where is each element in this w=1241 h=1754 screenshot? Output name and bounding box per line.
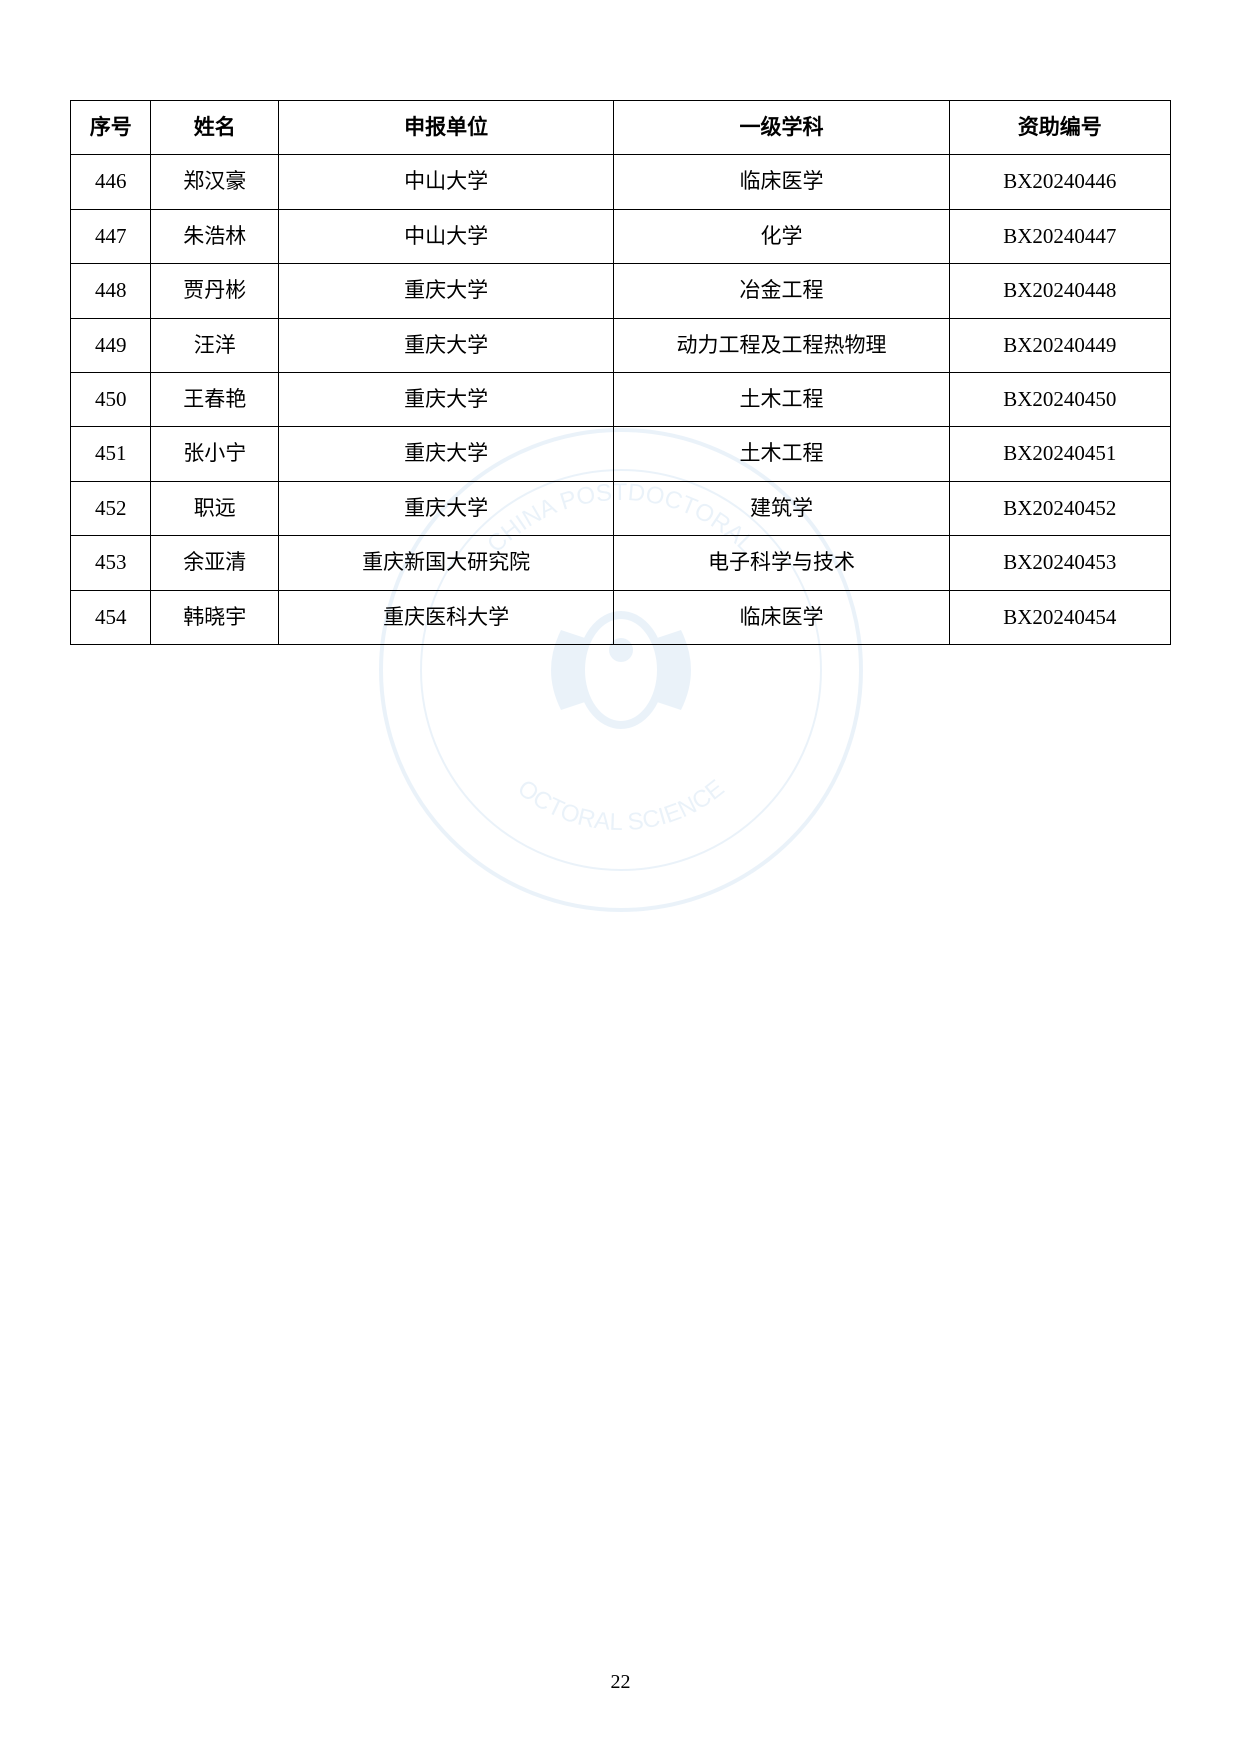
cell-discipline: 土木工程: [614, 427, 949, 481]
header-funding-id: 资助编号: [949, 101, 1170, 155]
cell-seq: 448: [71, 264, 151, 318]
cell-unit: 重庆大学: [278, 318, 613, 372]
cell-unit: 重庆大学: [278, 372, 613, 426]
cell-discipline: 建筑学: [614, 481, 949, 535]
cell-funding-id: BX20240446: [949, 155, 1170, 209]
table-row: 447 朱浩林 中山大学 化学 BX20240447: [71, 209, 1171, 263]
table-row: 454 韩晓宇 重庆医科大学 临床医学 BX20240454: [71, 590, 1171, 644]
cell-name: 朱浩林: [151, 209, 278, 263]
svg-text:OCTORAL SCIENCE: OCTORAL SCIENCE: [512, 775, 729, 837]
cell-funding-id: BX20240450: [949, 372, 1170, 426]
table-header-row: 序号 姓名 申报单位 一级学科 资助编号: [71, 101, 1171, 155]
page-container: CHINA POSTDOCTORAL OCTORAL SCIENCE 序号: [0, 0, 1241, 1754]
cell-funding-id: BX20240447: [949, 209, 1170, 263]
table-row: 451 张小宁 重庆大学 土木工程 BX20240451: [71, 427, 1171, 481]
cell-name: 余亚清: [151, 536, 278, 590]
cell-discipline: 化学: [614, 209, 949, 263]
cell-funding-id: BX20240448: [949, 264, 1170, 318]
cell-seq: 454: [71, 590, 151, 644]
table-row: 452 职远 重庆大学 建筑学 BX20240452: [71, 481, 1171, 535]
cell-discipline: 电子科学与技术: [614, 536, 949, 590]
cell-discipline: 土木工程: [614, 372, 949, 426]
header-discipline: 一级学科: [614, 101, 949, 155]
cell-name: 汪洋: [151, 318, 278, 372]
cell-name: 职远: [151, 481, 278, 535]
header-unit: 申报单位: [278, 101, 613, 155]
cell-name: 郑汉豪: [151, 155, 278, 209]
cell-unit: 重庆大学: [278, 427, 613, 481]
cell-name: 贾丹彬: [151, 264, 278, 318]
cell-seq: 447: [71, 209, 151, 263]
cell-seq: 449: [71, 318, 151, 372]
table-row: 449 汪洋 重庆大学 动力工程及工程热物理 BX20240449: [71, 318, 1171, 372]
cell-unit: 重庆新国大研究院: [278, 536, 613, 590]
cell-funding-id: BX20240452: [949, 481, 1170, 535]
cell-unit: 中山大学: [278, 209, 613, 263]
cell-seq: 451: [71, 427, 151, 481]
cell-funding-id: BX20240451: [949, 427, 1170, 481]
table-row: 448 贾丹彬 重庆大学 冶金工程 BX20240448: [71, 264, 1171, 318]
cell-discipline: 冶金工程: [614, 264, 949, 318]
cell-discipline: 动力工程及工程热物理: [614, 318, 949, 372]
cell-name: 韩晓宇: [151, 590, 278, 644]
cell-seq: 450: [71, 372, 151, 426]
header-seq: 序号: [71, 101, 151, 155]
header-name: 姓名: [151, 101, 278, 155]
page-number: 22: [611, 1671, 631, 1694]
cell-funding-id: BX20240454: [949, 590, 1170, 644]
cell-unit: 重庆大学: [278, 264, 613, 318]
cell-discipline: 临床医学: [614, 155, 949, 209]
funding-table: 序号 姓名 申报单位 一级学科 资助编号 446 郑汉豪 中山大学 临床医学 B…: [70, 100, 1171, 645]
table-row: 450 王春艳 重庆大学 土木工程 BX20240450: [71, 372, 1171, 426]
cell-unit: 重庆大学: [278, 481, 613, 535]
cell-name: 张小宁: [151, 427, 278, 481]
table-row: 453 余亚清 重庆新国大研究院 电子科学与技术 BX20240453: [71, 536, 1171, 590]
cell-name: 王春艳: [151, 372, 278, 426]
cell-funding-id: BX20240453: [949, 536, 1170, 590]
cell-seq: 446: [71, 155, 151, 209]
cell-funding-id: BX20240449: [949, 318, 1170, 372]
cell-unit: 重庆医科大学: [278, 590, 613, 644]
cell-unit: 中山大学: [278, 155, 613, 209]
cell-discipline: 临床医学: [614, 590, 949, 644]
table-row: 446 郑汉豪 中山大学 临床医学 BX20240446: [71, 155, 1171, 209]
cell-seq: 453: [71, 536, 151, 590]
cell-seq: 452: [71, 481, 151, 535]
